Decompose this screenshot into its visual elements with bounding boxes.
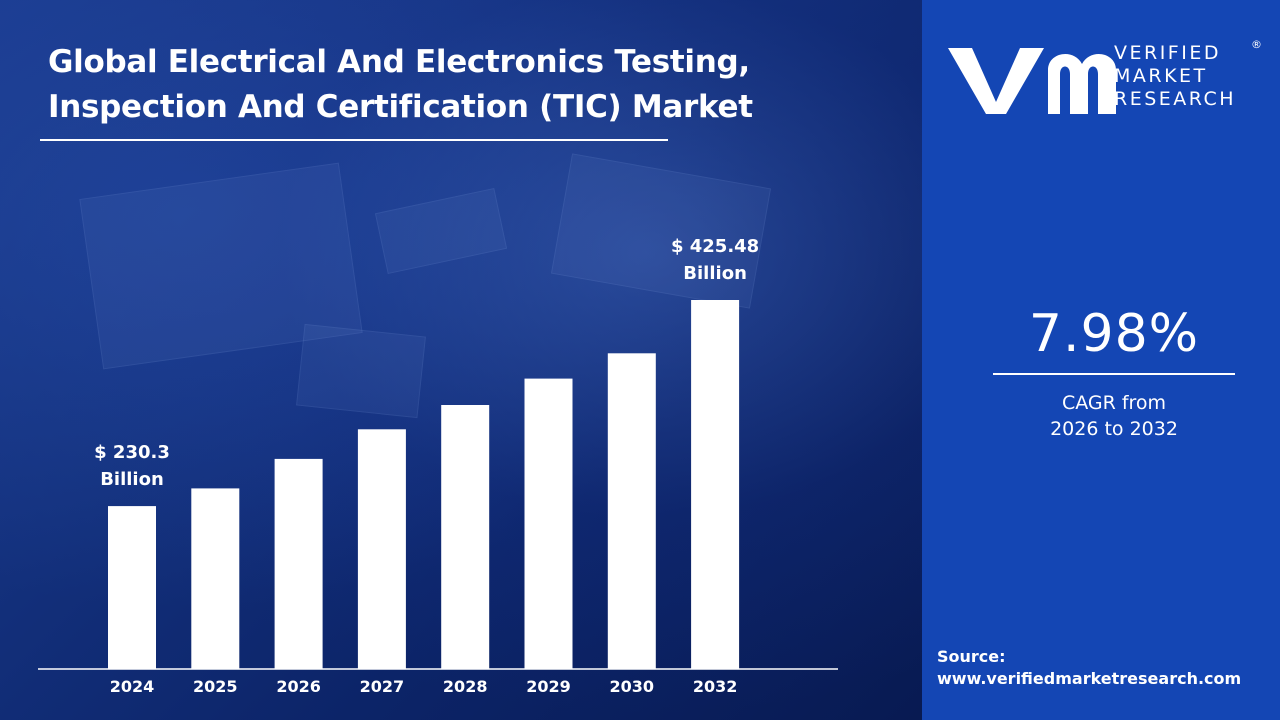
x-tick-label-2029: 2029 (526, 677, 571, 696)
x-tick-label-2026: 2026 (276, 677, 321, 696)
data-label-2032-line2: Billion (683, 263, 747, 284)
bar-2032 (691, 300, 740, 669)
data-label-2024-line2: Billion (100, 469, 164, 490)
brand-line-research: RESEARCH (1114, 88, 1237, 110)
cagr-value: 7.98% (1028, 304, 1200, 364)
x-tick-label-2027: 2027 (360, 677, 405, 696)
cagr-divider (993, 373, 1235, 375)
vmr-logo-icon (948, 48, 1116, 114)
x-tick-label-2032: 2032 (693, 677, 738, 696)
x-tick-label-2025: 2025 (193, 677, 238, 696)
source-label: Source: (937, 647, 1006, 666)
brand-line-verified: VERIFIED (1114, 42, 1221, 64)
bar-2028 (441, 405, 490, 669)
x-tick-label-2024: 2024 (110, 677, 155, 696)
source-url[interactable]: www.verifiedmarketresearch.com (937, 669, 1242, 688)
cagr-label: CAGR from 2026 to 2032 (994, 390, 1234, 442)
summary-panel (922, 0, 1280, 720)
bar-2027 (357, 429, 406, 669)
bar-2025 (191, 488, 240, 669)
bar-series (108, 300, 740, 669)
chart-title: Global Electrical And Electronics Testin… (48, 44, 753, 125)
registered-mark: ® (1251, 38, 1262, 51)
cagr-label-line1: CAGR from (1061, 392, 1167, 414)
data-label-2024-line1: $ 230.3 (94, 442, 170, 463)
bar-2029 (524, 378, 573, 669)
bar-2030 (607, 353, 656, 669)
bar-2024 (108, 506, 156, 669)
data-label-2032-line1: $ 425.48 (671, 236, 759, 257)
bar-chart: 2024 2025 2026 2027 2028 2029 2030 2032 $ 230.3… (38, 236, 838, 696)
title-underline (40, 139, 668, 141)
source-note: Source: www.verifiedmarketresearch.com (937, 646, 1241, 690)
bar-2026 (274, 458, 323, 669)
x-tick-label-2028: 2028 (443, 677, 488, 696)
x-tick-label-2030: 2030 (610, 677, 655, 696)
brand-name: VERIFIED MARKET RESEARCH (1114, 42, 1236, 111)
data-labels: $ 230.3 Billion $ 425.48 Billion (94, 236, 759, 490)
brand-line-market: MARKET (1114, 65, 1208, 87)
x-axis-tick-labels: 2024 2025 2026 2027 2028 2029 2030 2032 (110, 677, 738, 696)
cagr-label-line2: 2026 to 2032 (1050, 418, 1178, 440)
